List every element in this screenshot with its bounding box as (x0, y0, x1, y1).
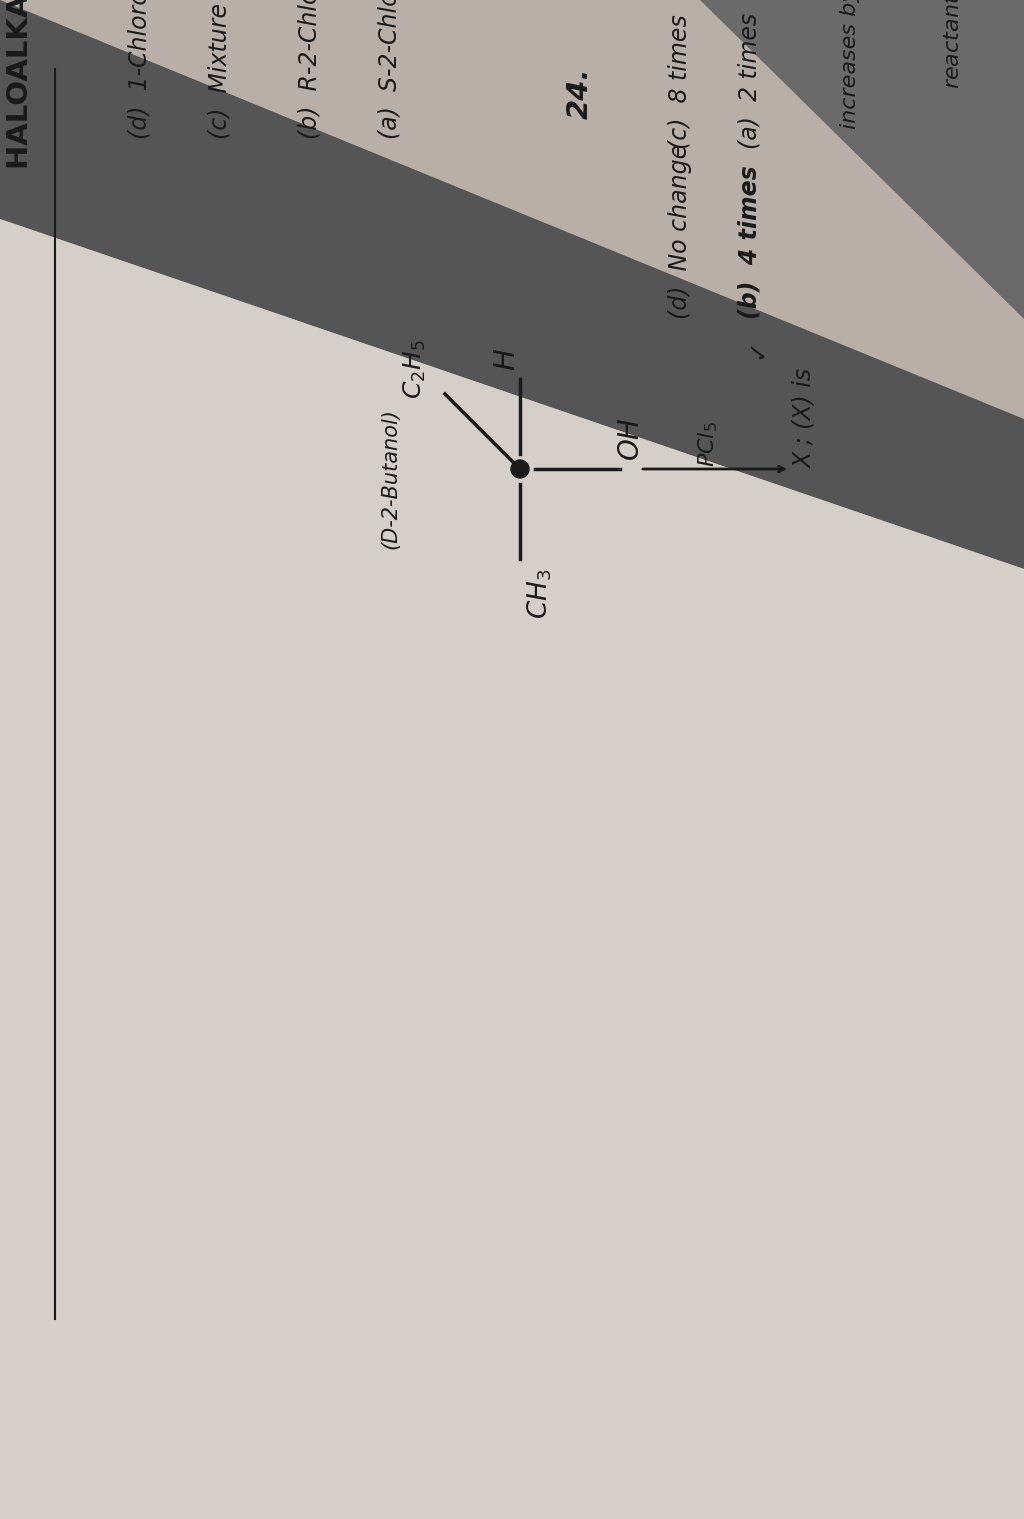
Text: HALOALKANES AND HALOARENES: HALOALKANES AND HALOARENES (6, 0, 34, 169)
Text: ✓: ✓ (745, 339, 769, 358)
Text: (d)  No change: (d) No change (668, 144, 692, 319)
Text: X ; (X) is: X ; (X) is (793, 369, 817, 469)
Text: CH$_3$: CH$_3$ (525, 568, 554, 620)
Text: C$_2$H$_5$: C$_2$H$_5$ (401, 339, 428, 399)
Text: 24.: 24. (566, 67, 594, 118)
Text: (b)  4 times: (b) 4 times (738, 166, 762, 319)
Polygon shape (0, 0, 1024, 319)
Text: reactant and nucleophile the rate of S$_{N_2}$ reac: reactant and nucleophile the rate of S$_… (942, 0, 968, 90)
Text: H: H (492, 348, 520, 371)
Text: (b)  R-2-Chlorobutane: (b) R-2-Chlorobutane (298, 0, 322, 140)
Text: increases by:: increases by: (840, 0, 860, 129)
Text: OH: OH (616, 416, 644, 459)
Text: (c)  Mixture of R and S 2-Chlorobutane: (c) Mixture of R and S 2-Chlorobutane (208, 0, 232, 140)
Polygon shape (0, 0, 1024, 570)
Polygon shape (0, 219, 1024, 1519)
Text: (d)  1-Chlorobutane: (d) 1-Chlorobutane (128, 0, 152, 140)
Circle shape (511, 460, 529, 478)
Text: (c)  8 times: (c) 8 times (668, 14, 692, 149)
Text: (a)  2 times: (a) 2 times (738, 12, 762, 149)
Text: PCl$_5$: PCl$_5$ (696, 421, 720, 466)
Text: (a)  S-2-Chlorobutane: (a) S-2-Chlorobutane (378, 0, 402, 140)
Text: (D-2-Butanol): (D-2-Butanol) (380, 409, 400, 548)
